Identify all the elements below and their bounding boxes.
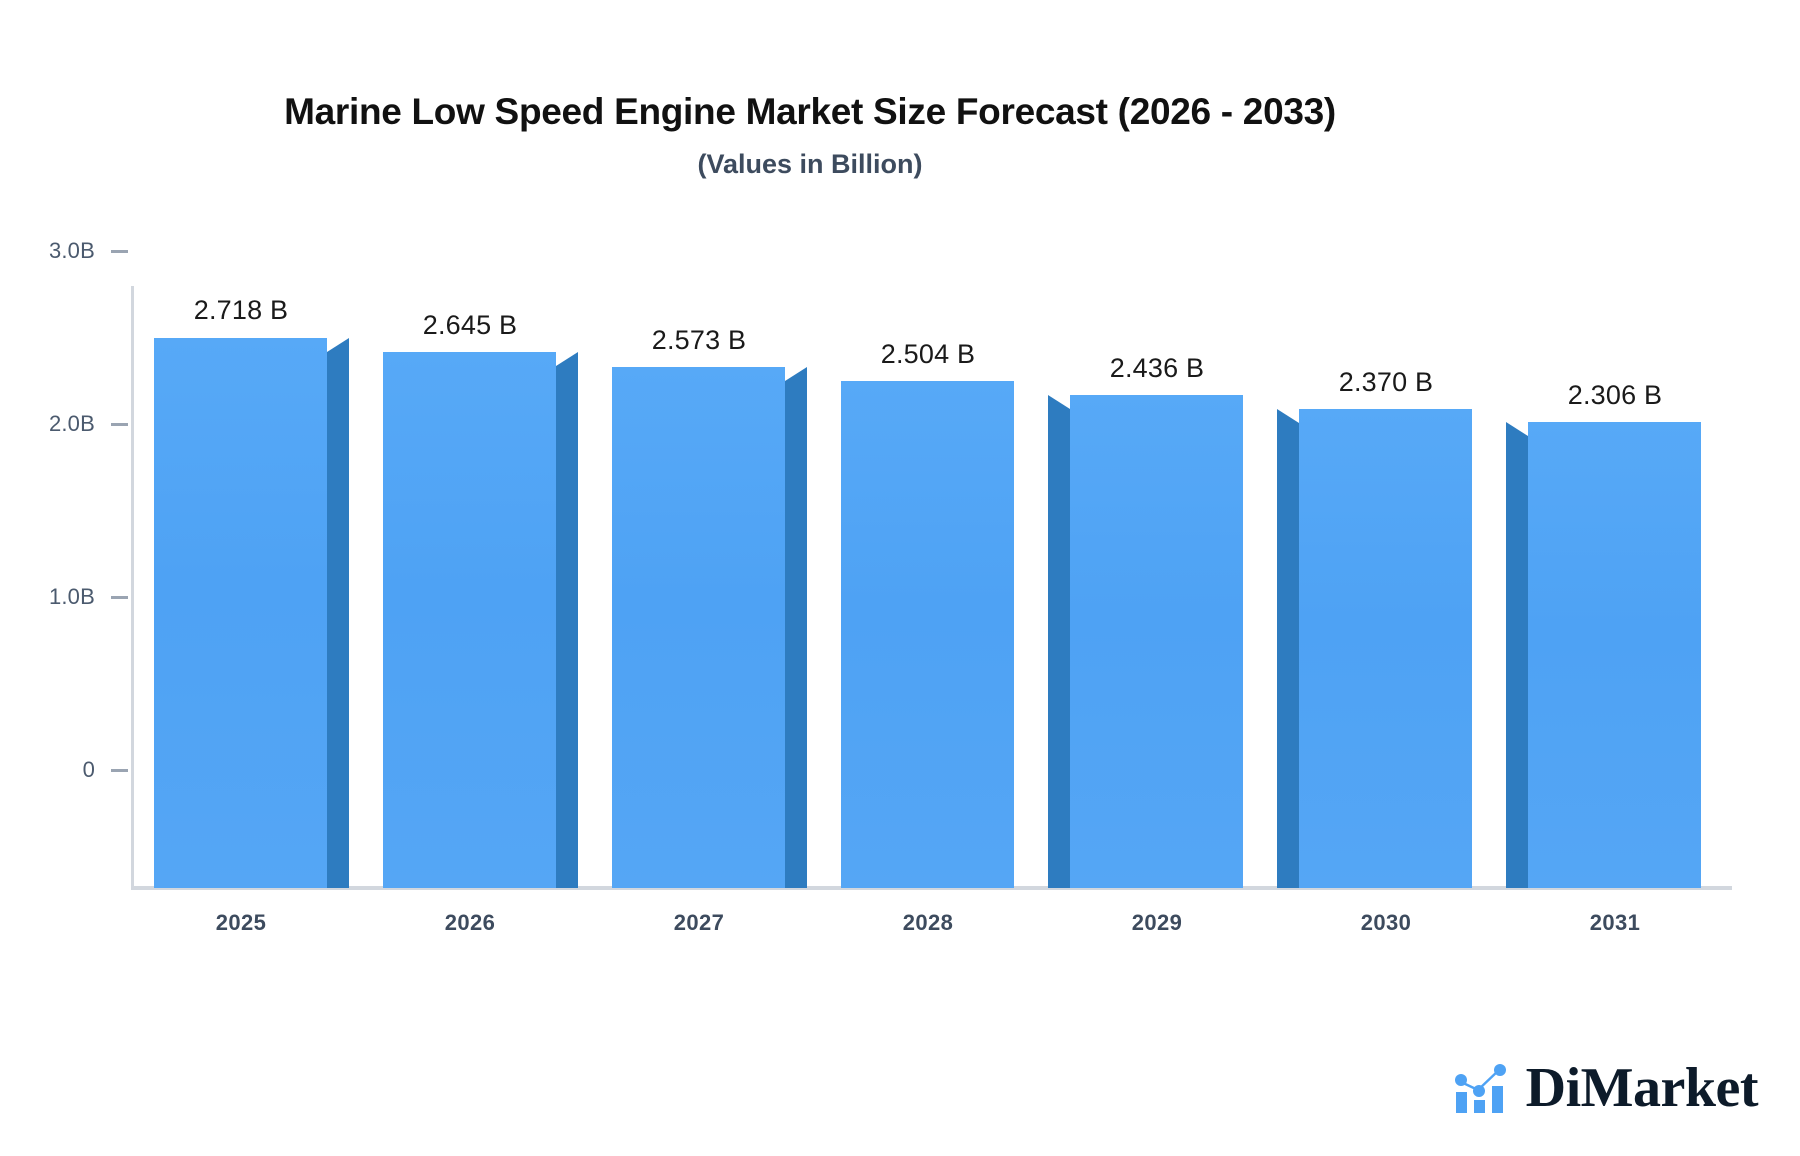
y-axis-line xyxy=(131,286,134,888)
bar-face xyxy=(1070,395,1243,888)
logo-wordmark: DiMarket xyxy=(1525,1057,1759,1119)
bar-chart-icon xyxy=(1454,1064,1506,1113)
bar-2027[interactable] xyxy=(612,367,807,888)
x-label-2031: 2031 xyxy=(1589,910,1641,935)
bar-side-3d xyxy=(556,352,578,888)
y-tick-label: 3.0B xyxy=(48,238,95,263)
y-tick-dash-icon xyxy=(111,595,128,599)
bar-face xyxy=(1528,422,1701,888)
x-label-2028: 2028 xyxy=(902,910,954,935)
bar-face xyxy=(1299,409,1472,888)
bar-value-2025: 2.718 B xyxy=(193,295,289,325)
bar-2025[interactable] xyxy=(154,338,349,888)
bar-2026[interactable] xyxy=(383,352,578,888)
bar-side-3d xyxy=(1048,395,1070,888)
bar-value-2031: 2.306 B xyxy=(1567,380,1663,410)
bar-face xyxy=(154,338,327,888)
bar-face xyxy=(841,381,1014,888)
x-label-2030: 2030 xyxy=(1360,910,1412,935)
y-tick-label: 1.0B xyxy=(48,584,95,609)
bar-value-2029: 2.436 B xyxy=(1109,353,1205,383)
bar-2030[interactable] xyxy=(1277,409,1472,888)
bar-face xyxy=(383,352,556,888)
x-label-2029: 2029 xyxy=(1131,910,1183,935)
x-label-2025: 2025 xyxy=(215,910,267,935)
y-tick-3: 3.0B xyxy=(0,238,128,263)
bar-side-3d xyxy=(1277,409,1299,888)
bar-value-2026: 2.645 B xyxy=(422,310,518,340)
bar-2028[interactable] xyxy=(841,381,1014,888)
bar-value-2030: 2.370 B xyxy=(1338,367,1434,397)
dimarket-logo: DiMarket xyxy=(1454,1057,1759,1119)
y-tick-dash-icon xyxy=(111,422,128,426)
bar-side-3d xyxy=(785,367,807,888)
x-axis-line xyxy=(131,886,1732,890)
y-tick-dash-icon xyxy=(111,768,128,772)
bar-side-3d xyxy=(327,338,349,888)
chart-title: Marine Low Speed Engine Market Size Fore… xyxy=(284,91,1336,132)
bar-face xyxy=(612,367,785,888)
chart-subtitle: (Values in Billion) xyxy=(697,148,923,179)
bar-value-2027: 2.573 B xyxy=(651,325,747,355)
y-tick-label: 2.0B xyxy=(48,411,95,436)
bar-side-3d xyxy=(1506,422,1528,888)
y-tick-dash-icon xyxy=(111,249,128,253)
x-label-2026: 2026 xyxy=(444,910,496,935)
bar-value-2028: 2.504 B xyxy=(880,339,976,369)
chart-header: Marine Low Speed Engine Market Size Fore… xyxy=(0,91,1620,180)
bar-2029[interactable] xyxy=(1048,395,1243,888)
y-tick-label: 0 xyxy=(82,757,95,782)
y-tick-0: 0 xyxy=(0,757,128,782)
bar-2031[interactable] xyxy=(1506,422,1701,888)
y-tick-2: 2.0B xyxy=(0,411,128,436)
x-label-2027: 2027 xyxy=(673,910,725,935)
y-tick-1: 1.0B xyxy=(0,584,128,609)
